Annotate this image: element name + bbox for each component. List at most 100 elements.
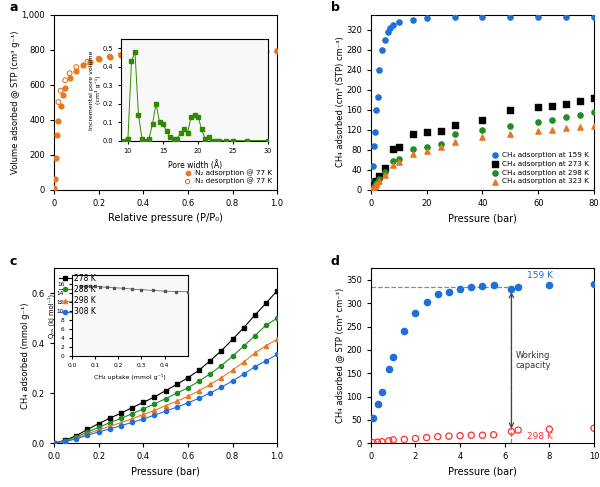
- Text: 159 K: 159 K: [527, 271, 553, 280]
- 298 K: [240, 359, 247, 365]
- Point: [373, 438, 382, 446]
- CH₄ adsorption at 273 K: [370, 180, 380, 187]
- Legend: N₂ adsorption @ 77 K, N₂ desorption @ 77 K: N₂ adsorption @ 77 K, N₂ desorption @ 77…: [182, 168, 274, 186]
- N₂ desorption @ 77 K: [217, 48, 226, 56]
- CH₄ adsorption at 323 K: [478, 133, 487, 141]
- CH₄ adsorption at 159 K: [394, 18, 404, 26]
- 278 K: [196, 367, 203, 373]
- CH₄ adsorption at 273 K: [422, 128, 431, 136]
- Text: Working
capacity: Working capacity: [516, 351, 551, 370]
- 278 K: [106, 415, 113, 421]
- CH₄ adsorption at 323 K: [408, 150, 418, 157]
- N₂ desorption @ 77 K: [239, 48, 248, 56]
- Y-axis label: CH₄ adsorbed (cm³ (STP) cm⁻³): CH₄ adsorbed (cm³ (STP) cm⁻³): [335, 37, 344, 168]
- N₂ adsorption @ 77 K: [161, 49, 170, 56]
- CH₄ adsorption at 298 K: [394, 155, 404, 163]
- Point: [373, 400, 382, 408]
- 288 K: [73, 434, 80, 440]
- CH₄ adsorption at 159 K: [589, 13, 599, 21]
- 288 K: [262, 322, 269, 328]
- 288 K: [140, 406, 147, 412]
- Y-axis label: CH₄ adsorbed (mmol g⁻¹): CH₄ adsorbed (mmol g⁻¹): [22, 302, 31, 409]
- X-axis label: Relative pressure (P/P₀): Relative pressure (P/P₀): [108, 213, 223, 223]
- N₂ desorption @ 77 K: [94, 55, 103, 63]
- N₂ desorption @ 77 K: [105, 53, 115, 60]
- N₂ adsorption @ 77 K: [239, 48, 248, 56]
- 288 K: [196, 378, 203, 384]
- 298 K: [274, 337, 281, 342]
- Point: [368, 439, 378, 447]
- CH₄ adsorption at 273 K: [533, 103, 543, 111]
- 298 K: [262, 343, 269, 349]
- 308 K: [62, 438, 69, 444]
- Text: 298 K: 298 K: [527, 431, 553, 441]
- CH₄ adsorption at 298 K: [562, 113, 571, 121]
- 288 K: [218, 363, 225, 369]
- 288 K: [229, 353, 236, 359]
- Point: [506, 285, 516, 293]
- Text: c: c: [10, 255, 17, 268]
- N₂ desorption @ 77 K: [194, 48, 204, 56]
- CH₄ adsorption at 159 K: [408, 16, 418, 23]
- 298 K: [50, 440, 58, 446]
- Point: [410, 434, 420, 442]
- 278 K: [73, 433, 80, 439]
- N₂ desorption @ 77 K: [127, 50, 137, 58]
- 298 K: [162, 403, 169, 409]
- N₂ adsorption @ 77 K: [183, 49, 193, 56]
- CH₄ adsorption at 298 K: [369, 183, 379, 191]
- CH₄ adsorption at 323 K: [575, 123, 585, 131]
- 298 K: [106, 423, 113, 429]
- N₂ adsorption @ 77 K: [149, 49, 159, 57]
- 288 K: [118, 415, 125, 421]
- CH₄ adsorption at 273 K: [478, 116, 487, 124]
- CH₄ adsorption at 273 K: [575, 97, 585, 105]
- X-axis label: Pressure (bar): Pressure (bar): [448, 213, 517, 223]
- 288 K: [106, 420, 113, 426]
- N₂ adsorption @ 77 K: [52, 154, 61, 162]
- CH₄ adsorption at 273 K: [367, 184, 377, 191]
- 288 K: [62, 438, 69, 444]
- CH₄ adsorption at 273 K: [369, 182, 379, 190]
- 288 K: [240, 343, 247, 349]
- 288 K: [184, 385, 191, 391]
- N₂ desorption @ 77 K: [205, 48, 215, 56]
- N₂ desorption @ 77 K: [139, 50, 148, 57]
- CH₄ adsorption at 298 K: [388, 157, 398, 165]
- CH₄ adsorption at 323 K: [367, 185, 377, 192]
- N₂ adsorption @ 77 K: [50, 175, 60, 183]
- 278 K: [262, 300, 269, 306]
- CH₄ adsorption at 323 K: [422, 147, 431, 154]
- 278 K: [118, 410, 125, 416]
- N₂ adsorption @ 77 K: [228, 48, 238, 56]
- CH₄ adsorption at 323 K: [589, 122, 599, 130]
- 308 K: [162, 408, 169, 414]
- CH₄ adsorption at 273 K: [408, 130, 418, 137]
- Point: [478, 281, 487, 289]
- 298 K: [84, 431, 91, 437]
- 298 K: [184, 393, 191, 399]
- N₂ adsorption @ 77 K: [53, 131, 62, 139]
- CH₄ adsorption at 298 K: [575, 111, 585, 118]
- Line: 278 K: 278 K: [52, 289, 279, 445]
- 278 K: [128, 405, 136, 411]
- Point: [478, 431, 487, 439]
- CH₄ adsorption at 159 K: [562, 13, 571, 21]
- N₂ adsorption @ 77 K: [53, 117, 63, 125]
- Point: [455, 285, 465, 293]
- CH₄ adsorption at 298 K: [506, 122, 515, 130]
- 308 K: [240, 371, 247, 377]
- Y-axis label: Volume adsorbed @ STP (cm³ g⁻¹): Volume adsorbed @ STP (cm³ g⁻¹): [11, 30, 20, 174]
- CH₄ adsorption at 323 K: [533, 127, 543, 134]
- N₂ desorption @ 77 K: [116, 51, 126, 59]
- N₂ adsorption @ 77 K: [272, 47, 282, 55]
- N₂ desorption @ 77 K: [56, 87, 65, 94]
- Point: [433, 433, 443, 441]
- N₂ adsorption @ 77 K: [250, 47, 260, 55]
- CH₄ adsorption at 273 K: [589, 94, 599, 102]
- CH₄ adsorption at 273 K: [388, 145, 398, 152]
- 298 K: [196, 388, 203, 393]
- CH₄ adsorption at 298 K: [478, 126, 487, 133]
- Point: [455, 432, 465, 440]
- CH₄ adsorption at 298 K: [589, 108, 599, 116]
